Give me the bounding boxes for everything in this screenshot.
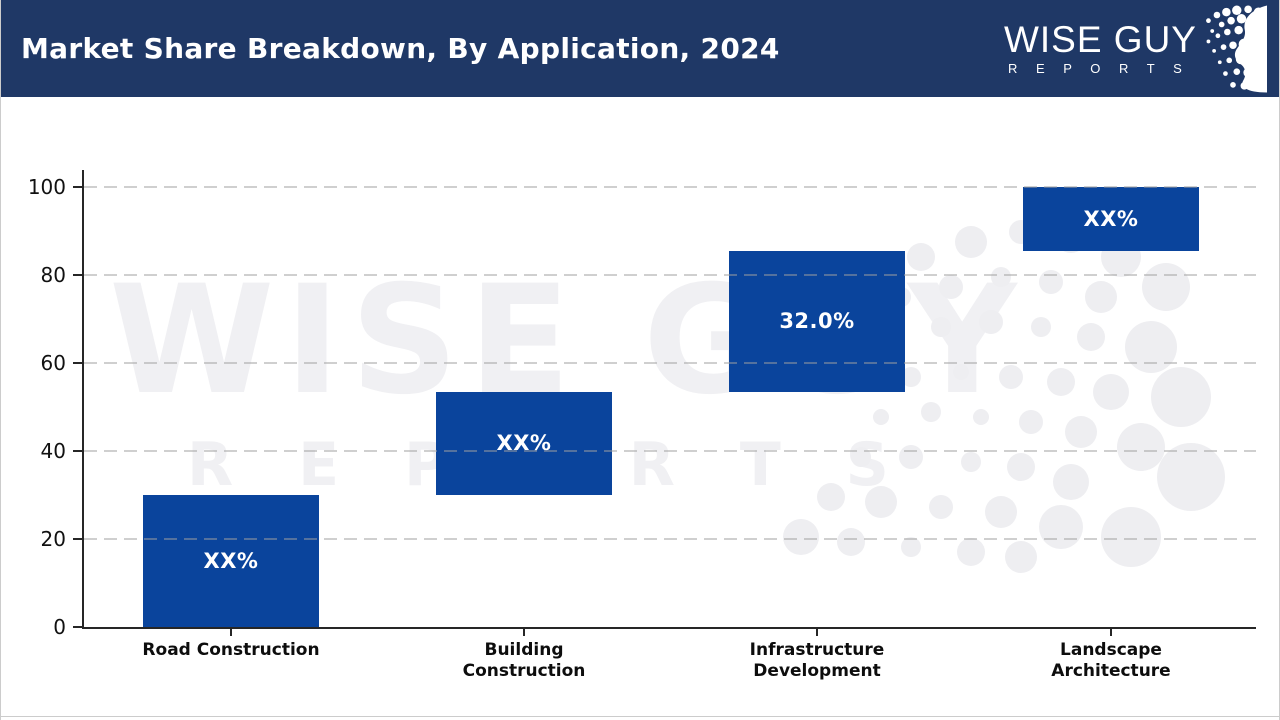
y-tick-0	[73, 626, 83, 628]
y-tick-60	[73, 362, 83, 364]
bar-landscape-architecture: XX%	[1023, 187, 1199, 251]
x-tick-landscape-architecture	[1110, 629, 1112, 636]
y-axis-spine	[82, 170, 84, 629]
x-tick-building-construction	[523, 629, 525, 636]
x-axis-label-building-construction: Building Construction	[374, 640, 674, 682]
x-tick-road-construction	[230, 629, 232, 636]
x-axis-label-landscape-architecture: Landscape Architecture	[961, 640, 1261, 682]
bar-chart: WISE GUY R E P O R T S	[1, 97, 1279, 717]
bar-road-construction: XX%	[143, 495, 319, 627]
x-axis-label-line: Infrastructure	[749, 640, 885, 660]
x-tick-infrastructure-development	[816, 629, 818, 636]
logo-wordmark-main: WISE GUY	[1003, 19, 1197, 60]
y-tick-20	[73, 538, 83, 540]
bar-value-label-landscape-architecture: XX%	[1083, 206, 1139, 231]
gridline-40	[84, 450, 1256, 452]
y-axis-label-0: 0	[53, 615, 66, 639]
bar-building-construction: XX%	[436, 391, 612, 495]
header-bar: Market Share Breakdown, By Application, …	[1, 0, 1279, 97]
x-axis-label-line: Development	[753, 661, 881, 681]
x-axis-spine	[82, 627, 1256, 629]
y-axis-label-100: 100	[27, 175, 66, 199]
x-axis-label-line: Construction	[462, 661, 586, 681]
gridline-60	[84, 362, 1256, 364]
page-title: Market Share Breakdown, By Application, …	[21, 32, 780, 65]
bottom-border-line	[1, 716, 1279, 717]
bar-infrastructure-development: 32.0%	[729, 250, 905, 392]
bar-value-label-infrastructure-development: 32.0%	[779, 309, 855, 334]
wise-guy-reports-logo: WISE GUY R E P O R T S	[1004, 5, 1267, 93]
dotted-head-profile-icon	[1206, 5, 1267, 92]
y-tick-40	[73, 450, 83, 452]
gridline-100	[84, 186, 1256, 188]
x-axis-label-line: Road Construction	[142, 640, 320, 660]
x-axis-label-road-construction: Road Construction	[81, 640, 381, 661]
x-axis-label-line: Landscape	[1060, 640, 1162, 660]
gridline-20	[84, 538, 1256, 540]
logo-wordmark-sub: R E P O R T S	[1007, 61, 1190, 76]
y-tick-80	[73, 274, 83, 276]
y-axis-label-20: 20	[40, 527, 66, 551]
gridline-80	[84, 274, 1256, 276]
x-axis-label-line: Architecture	[1051, 661, 1171, 681]
y-axis-label-60: 60	[40, 351, 66, 375]
y-axis-label-80: 80	[40, 263, 66, 287]
y-tick-100	[73, 186, 83, 188]
x-axis-label-line: Building	[484, 640, 564, 660]
logo-wordmark: WISE GUY R E P O R T S	[1004, 21, 1197, 76]
x-axis-label-infrastructure-development: Infrastructure Development	[667, 640, 967, 682]
bar-value-label-road-construction: XX%	[203, 549, 259, 573]
y-axis-label-40: 40	[40, 439, 66, 463]
